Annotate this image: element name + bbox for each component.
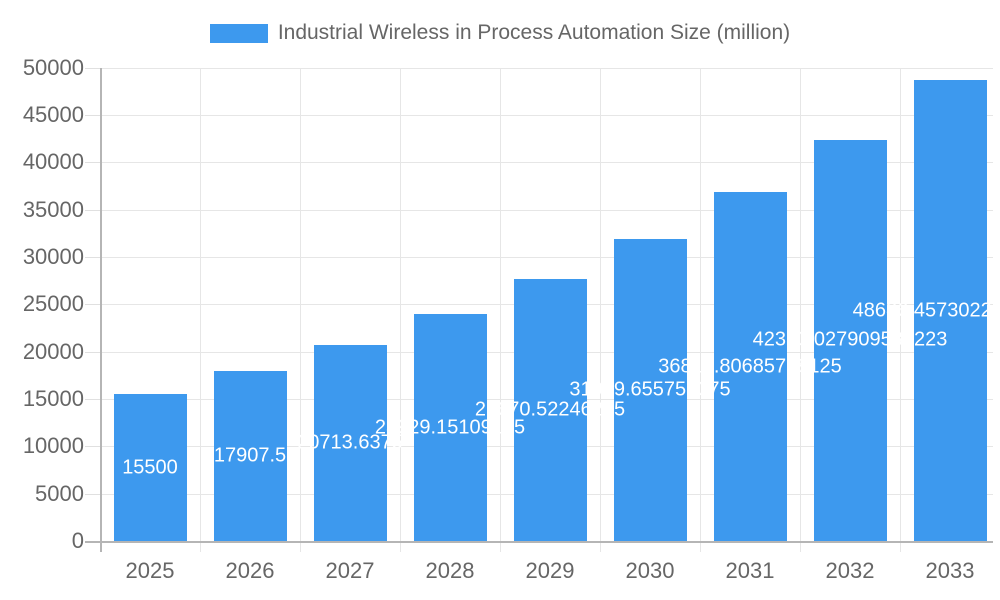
- y-tick-mark: [85, 493, 101, 495]
- y-gridline: [101, 256, 993, 258]
- x-gridline: [900, 67, 901, 552]
- y-gridline: [101, 67, 993, 69]
- y-tick-mark: [85, 162, 101, 164]
- bar[interactable]: [113, 394, 187, 541]
- y-axis-label: 20000: [22, 338, 84, 364]
- y-axis-label: 45000: [22, 101, 84, 127]
- x-axis-label: 2028: [425, 558, 475, 583]
- x-axis-label: 2032: [825, 558, 875, 583]
- bar[interactable]: [813, 139, 887, 541]
- y-gridline: [101, 209, 993, 211]
- bar[interactable]: [313, 344, 387, 541]
- y-axis-label: 25000: [22, 291, 84, 317]
- x-gridline: [800, 67, 801, 552]
- x-axis-line: [85, 541, 993, 543]
- x-gridline: [500, 67, 501, 552]
- bar[interactable]: [213, 371, 287, 541]
- y-axis-label: 0: [71, 528, 84, 553]
- bar[interactable]: [713, 192, 787, 541]
- y-gridline: [101, 114, 993, 116]
- y-tick-mark: [85, 398, 101, 400]
- x-gridline: [300, 67, 301, 552]
- chart-title: Industrial Wireless in Process Automatio…: [277, 21, 791, 44]
- y-axis-label: 15000: [22, 385, 84, 411]
- legend: Industrial Wireless in Process Automatio…: [0, 22, 1000, 44]
- y-tick-mark: [85, 256, 101, 258]
- legend-swatch-icon: [209, 23, 268, 43]
- y-tick-mark: [85, 304, 101, 306]
- y-gridline: [101, 162, 993, 164]
- x-axis-label: 2031: [725, 558, 775, 583]
- y-axis-label: 30000: [22, 243, 84, 269]
- y-axis-label: 40000: [22, 149, 84, 175]
- y-tick-mark: [85, 209, 101, 211]
- x-axis-label: 2027: [325, 558, 375, 583]
- y-axis-line: [100, 67, 102, 552]
- y-axis-label: 50000: [22, 54, 84, 80]
- bar[interactable]: [513, 279, 587, 541]
- x-axis-label: 2025: [125, 558, 175, 583]
- x-gridline: [600, 67, 601, 552]
- y-axis-label: 35000: [22, 196, 84, 222]
- bar[interactable]: [913, 80, 987, 541]
- y-tick-mark: [85, 446, 101, 448]
- x-axis-label: 2026: [225, 558, 275, 583]
- y-axis-label: 10000: [22, 433, 84, 459]
- legend-item[interactable]: Industrial Wireless in Process Automatio…: [209, 21, 791, 44]
- bar[interactable]: [613, 238, 687, 541]
- x-gridline: [400, 67, 401, 552]
- y-axis-label: 5000: [35, 480, 84, 506]
- bar[interactable]: [413, 314, 487, 541]
- x-gridline: [200, 67, 201, 552]
- x-gridline: [700, 67, 701, 552]
- y-tick-mark: [85, 351, 101, 353]
- y-tick-mark: [85, 67, 101, 69]
- x-axis-label: 2029: [525, 558, 575, 583]
- y-tick-mark: [85, 114, 101, 116]
- x-axis-label: 2033: [925, 558, 975, 583]
- x-axis-label: 2030: [625, 558, 675, 583]
